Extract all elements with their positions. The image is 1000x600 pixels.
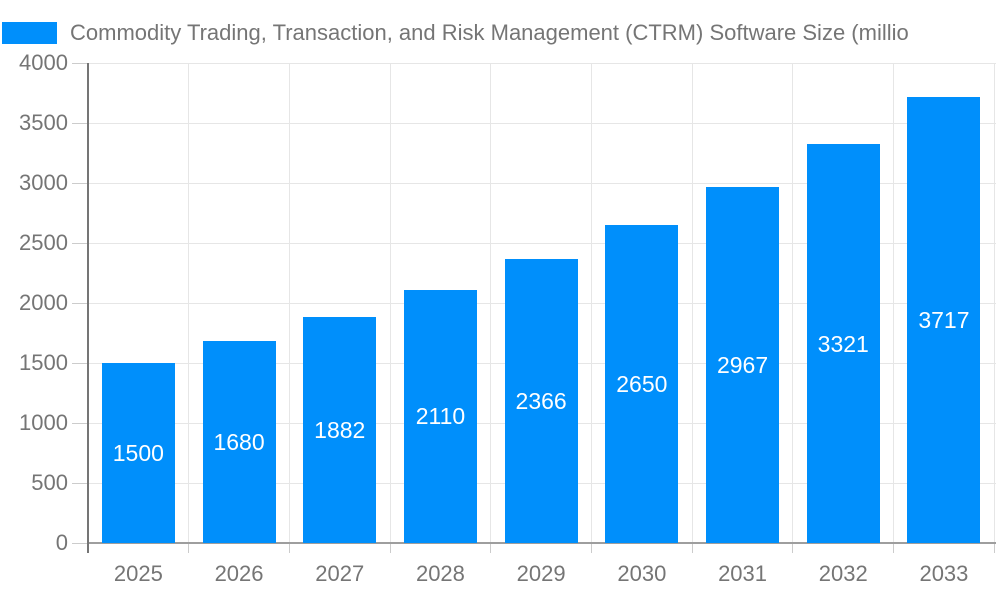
bar-value-label: 3717 [918,306,970,333]
x-axis-tick [591,543,592,553]
x-axis-tick [490,543,492,553]
x-axis-tick-label: 2032 [818,561,868,586]
gridline-vertical [188,63,190,543]
bar[interactable] [605,225,679,543]
x-axis-tick-label: 2027 [315,561,365,586]
bar[interactable] [202,341,276,543]
y-axis-tick [72,482,88,484]
bar[interactable] [706,186,780,543]
x-axis-tick [993,543,995,553]
x-axis-tick-label: 2030 [617,561,667,586]
gridline-vertical [792,63,794,543]
y-axis-tick-label: 1500 [19,350,68,375]
x-axis-tick [288,543,290,553]
y-axis-tick [72,122,88,124]
y-axis-tick-label: 3500 [19,110,68,135]
gridline-horizontal [88,182,996,184]
x-axis-tick [792,543,794,553]
x-axis-tick [691,543,693,553]
legend-swatch[interactable] [2,22,57,44]
gridline-vertical [490,63,492,543]
bar[interactable] [504,259,578,543]
x-axis-tick-label: 2028 [415,561,465,586]
bar-value-label: 1500 [112,440,164,466]
bar-value-label: 1680 [213,429,265,456]
bar[interactable] [403,289,477,543]
y-axis-tick [72,62,88,64]
y-axis-line [87,63,89,553]
bar[interactable] [303,317,377,543]
x-axis-tick [893,543,895,553]
x-axis-tick-label: 2025 [113,561,163,586]
gridline-horizontal [88,122,996,124]
x-axis-tick-label: 2029 [516,561,566,586]
y-axis-tick-label: 500 [31,470,68,495]
x-axis-tick-label: 2031 [718,561,768,586]
legend-series-label: Commodity Trading, Transaction, and Risk… [70,20,909,45]
bar-value-label: 2650 [616,371,668,397]
y-axis-tick-label: 0 [55,530,68,555]
y-axis-tick [72,182,88,184]
bar-value-label: 2110 [415,403,466,430]
bar[interactable] [101,363,175,543]
x-axis-tick [389,543,391,553]
bar-value-label: 2366 [515,388,567,415]
gridline-vertical [893,63,895,543]
x-axis-baseline [88,542,996,544]
gridline-vertical [993,63,995,543]
y-axis-tick [72,242,88,244]
x-axis-tick-label: 2033 [919,561,969,586]
bar[interactable] [806,144,880,543]
gridline-vertical [288,63,290,543]
y-axis-tick-label: 1000 [19,410,68,435]
gridline-vertical [389,63,391,543]
y-axis-tick [72,542,88,544]
gridline-vertical [691,63,693,543]
y-axis-tick [72,302,88,304]
bar-value-label: 2967 [716,351,769,378]
y-axis-tick-label: 4000 [19,50,68,75]
bar-value-label: 3321 [817,330,869,357]
gridline-vertical [591,63,592,543]
y-axis-tick-label: 2500 [19,230,68,255]
y-axis-tick [72,362,88,364]
y-axis-tick [72,422,88,424]
bar-value-label: 1882 [314,417,366,444]
gridline-horizontal [88,62,996,64]
y-axis-tick-label: 2000 [19,290,68,315]
legend[interactable]: Commodity Trading, Transaction, and Risk… [0,0,1000,55]
x-axis-tick-label: 2026 [214,561,264,586]
bar[interactable] [907,96,981,543]
gridline-horizontal [88,242,996,244]
y-axis-tick-label: 3000 [19,170,68,195]
x-axis-tick [188,543,190,553]
